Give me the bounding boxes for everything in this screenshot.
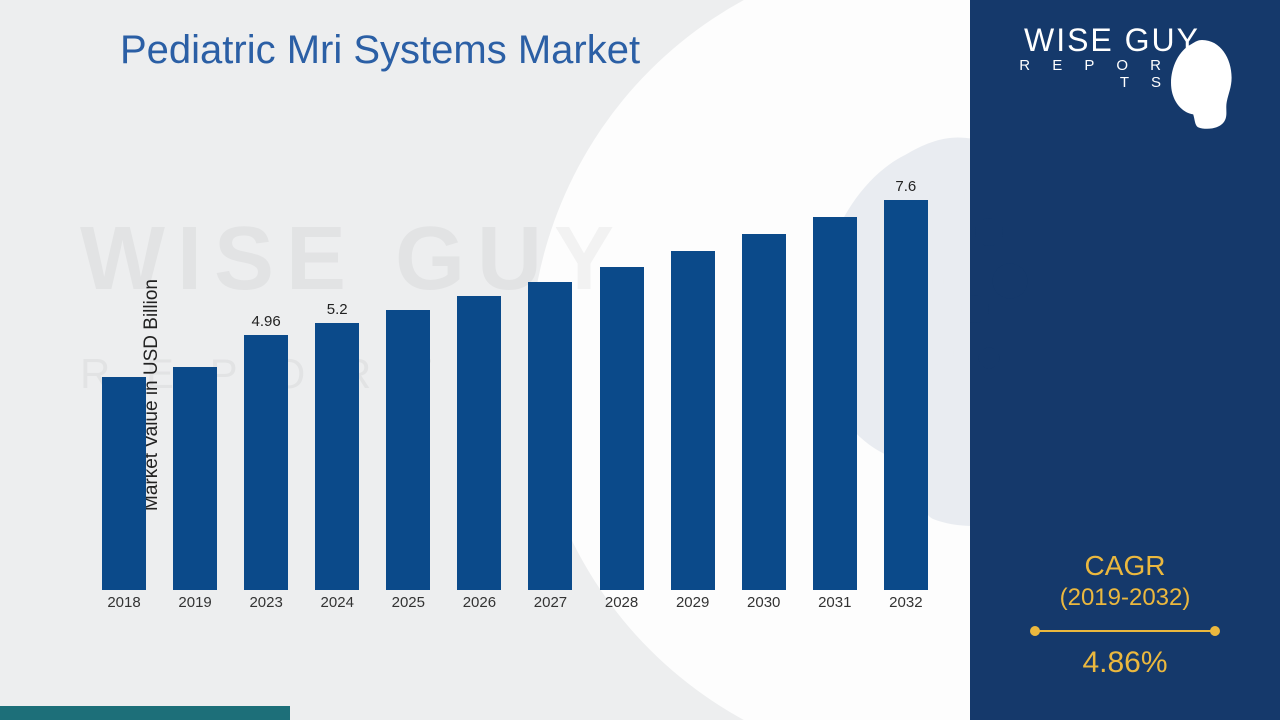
cagr-range: (2019-2032)	[1010, 584, 1240, 612]
bar-chart: Market Value in USD Billion 4.965.27.6 2…	[60, 160, 960, 630]
bar-value-label: 4.96	[252, 313, 281, 331]
bar: 7.6	[876, 178, 936, 590]
bar	[734, 212, 794, 590]
bar-rect	[386, 310, 430, 590]
x-tick-label: 2028	[592, 594, 652, 611]
x-tick-label: 2029	[663, 594, 723, 611]
x-tick-label: 2023	[236, 594, 296, 611]
x-tick-label: 2018	[94, 594, 154, 611]
bar-rect	[884, 200, 928, 590]
bar-rect	[742, 234, 786, 590]
bar-rect	[528, 282, 572, 590]
brand-logo: WISE GUY R E P O R T S	[998, 22, 1248, 91]
bars-container: 4.96 5.2 7.6	[90, 160, 940, 590]
bar: 4.96	[236, 313, 296, 590]
x-tick-label: 2025	[378, 594, 438, 611]
bar-rect	[457, 296, 501, 590]
cagr-value: 4.86%	[1010, 646, 1240, 680]
logo-text-line1: WISE GUY	[998, 22, 1200, 59]
bar: 5.2	[307, 301, 367, 590]
bar-rect	[813, 217, 857, 590]
x-tick-label: 2026	[449, 594, 509, 611]
x-tick-label: 2031	[805, 594, 865, 611]
bar	[805, 195, 865, 590]
bar-rect	[315, 323, 359, 590]
infographic-stage: WISE GUY R E P O R T S Pediatric Mri Sys…	[0, 0, 1280, 720]
x-tick-label: 2027	[520, 594, 580, 611]
bar-rect	[102, 377, 146, 590]
bar-rect	[671, 251, 715, 590]
bar-rect	[244, 335, 288, 590]
cagr-label: CAGR	[1010, 550, 1240, 582]
x-tick-label: 2024	[307, 594, 367, 611]
plot-area: 4.965.27.6 20182019202320242025202620272…	[90, 160, 940, 590]
chart-title: Pediatric Mri Systems Market	[120, 28, 640, 73]
bar	[663, 229, 723, 590]
bar	[378, 288, 438, 590]
bar	[165, 345, 225, 590]
bar	[94, 355, 154, 590]
bar	[449, 274, 509, 590]
cagr-separator	[1035, 630, 1215, 632]
bar	[592, 245, 652, 590]
bar	[520, 260, 580, 590]
logo-text-line2: R E P O R T S	[998, 57, 1170, 91]
cagr-block: CAGR (2019-2032) 4.86%	[1010, 550, 1240, 680]
bar-value-label: 7.6	[895, 178, 916, 196]
bottom-accent-strip	[0, 706, 290, 720]
bar-value-label: 5.2	[327, 301, 348, 319]
bar-rect	[173, 367, 217, 590]
x-tick-label: 2032	[876, 594, 936, 611]
x-axis-labels: 2018 2019 2023 2024 2025 2026 2027 2028 2029 2030…	[90, 594, 940, 611]
x-tick-label: 2030	[734, 594, 794, 611]
bar-rect	[600, 267, 644, 590]
x-tick-label: 2019	[165, 594, 225, 611]
